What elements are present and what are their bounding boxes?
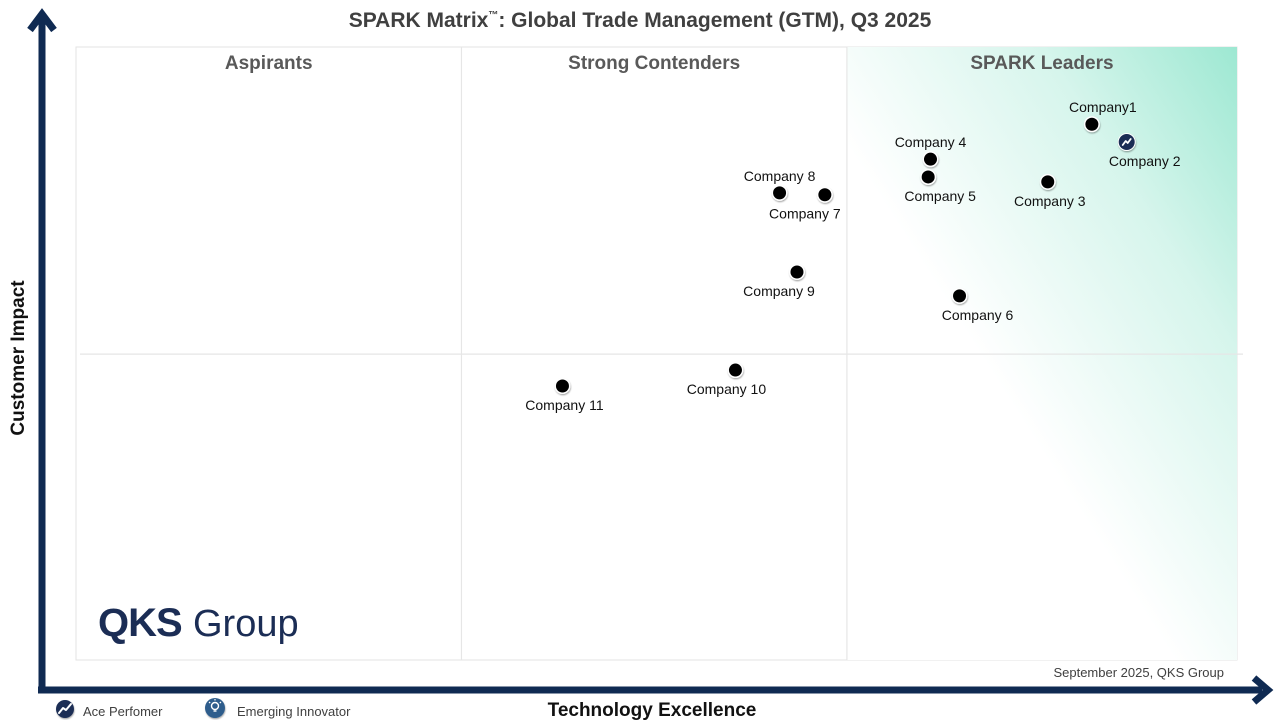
point-label: Company 6 [942,307,1014,323]
quadrant-dividers [80,47,1243,660]
point-marker [921,170,935,184]
point-label: Company 4 [895,134,967,150]
point-label: Company 5 [904,188,976,204]
quadrant-label-strong-contenders: Strong Contenders [568,53,740,74]
chart-title: SPARK Matrix™: Global Trade Management (… [0,9,1280,33]
leaders-quadrant-background [846,47,1237,660]
trend-line-icon [1121,138,1132,146]
qks-group-logo: QKS Group [98,601,299,645]
legend-item-emerging-innovator: Emerging Innovator [205,698,351,719]
legend: Ace Perfomer Emerging Innovator [56,698,351,719]
data-point[interactable]: Company 7 [769,186,841,222]
point-label: Company 7 [769,206,841,222]
data-point[interactable]: Company 3 [1014,173,1086,209]
data-points: Company1 Company 2 Company 3 Company 4 Compa… [525,99,1180,413]
point-label: Company1 [1069,99,1137,115]
x-axis-label: Technology Excellence [548,700,757,720]
logo-qks-text: QKS [98,601,182,645]
footnote: September 2025, QKS Group [1053,665,1224,680]
data-point[interactable]: Company 6 [942,287,1014,323]
data-point[interactable]: Company 10 [687,362,767,397]
point-label: Company 2 [1109,153,1181,169]
title-main: SPARK Matrix [348,9,489,32]
point-marker [923,152,937,166]
title-rest: : Global Trade Management (GTM), Q3 2025 [498,9,932,32]
legend-item-ace-performer: Ace Perfomer [56,700,163,719]
x-axis-arrowhead-icon [1251,675,1274,705]
point-marker [818,188,832,202]
point-label: Company 8 [744,168,816,184]
point-marker [555,379,569,393]
y-axis [27,8,57,693]
y-axis-arrowhead-icon [27,8,57,33]
point-marker [728,363,742,377]
quadrant-label-aspirants: Aspirants [225,53,313,74]
point-marker [790,265,804,279]
point-label: Company 10 [687,381,767,397]
data-point[interactable]: Company 4 [895,134,967,168]
trademark-mark: ™ [488,10,499,21]
x-axis [38,675,1274,705]
quadrant-labels: Aspirants Strong Contenders SPARK Leaders [225,53,1114,74]
data-point[interactable]: Company 5 [904,168,976,204]
lightbulb-icon [205,698,225,718]
data-point[interactable]: Company 11 [525,377,604,413]
legend-label: Emerging Innovator [237,704,351,719]
quadrant-label-spark-leaders: SPARK Leaders [970,53,1113,74]
data-point[interactable]: Company1 [1069,99,1137,133]
data-point[interactable]: Company 9 [743,263,815,299]
point-label: Company 3 [1014,193,1086,209]
point-marker [1041,175,1055,189]
legend-label: Ace Perfomer [83,704,163,719]
point-marker [953,289,967,303]
point-label: Company 11 [525,397,604,413]
point-label: Company 9 [743,283,815,299]
data-point[interactable]: Company 8 [744,168,816,201]
y-axis-label: Customer Impact [8,280,29,436]
point-marker [773,186,787,200]
point-marker [1085,117,1099,131]
data-point[interactable]: Company 2 [1109,133,1181,169]
logo-group-text: Group [193,603,299,645]
